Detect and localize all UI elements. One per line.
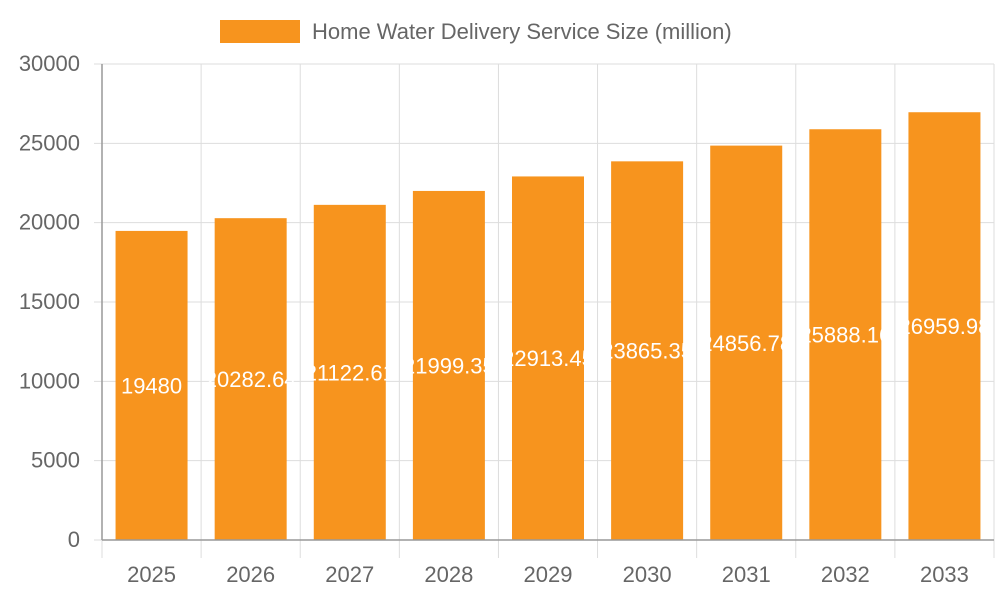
y-tick-label: 0 <box>68 527 80 552</box>
bar <box>611 161 684 541</box>
data-label: 26959.98 <box>899 314 991 339</box>
x-tick-label: 2028 <box>424 562 473 587</box>
legend[interactable]: Home Water Delivery Service Size (millio… <box>220 19 732 44</box>
data-label: 22913.45 <box>502 346 594 371</box>
bar <box>512 176 584 540</box>
y-tick-label: 30000 <box>19 51 80 76</box>
y-tick-label: 15000 <box>19 289 80 314</box>
x-tick-label: 2031 <box>722 562 771 587</box>
bar <box>115 230 188 540</box>
x-tick-label: 2033 <box>920 562 969 587</box>
bar <box>214 218 287 540</box>
axes: 0 5000 10000 15000 20000 25000 30000 2025 2026 20… <box>19 51 994 587</box>
data-label: 20282.64 <box>205 367 297 392</box>
data-label: 19480 <box>121 373 182 398</box>
y-tick-label: 5000 <box>31 448 80 473</box>
data-label: 23865.35 <box>601 339 693 364</box>
data-label: 25888.16 <box>799 323 891 348</box>
bars <box>115 112 981 541</box>
y-tick-label: 25000 <box>19 130 80 155</box>
data-labels: 19480 20282.64 21122.61 21999.35 22913.45 238… <box>121 314 990 398</box>
x-tick-label: 2027 <box>325 562 374 587</box>
x-tick-label: 2026 <box>226 562 275 587</box>
x-tick-label: 2025 <box>127 562 176 587</box>
bar <box>412 190 485 540</box>
x-tick-label: 2029 <box>524 562 573 587</box>
x-tick-label: 2032 <box>821 562 870 587</box>
y-tick-label: 10000 <box>19 368 80 393</box>
data-label: 21999.35 <box>403 353 495 378</box>
bar <box>313 204 386 540</box>
legend-label: Home Water Delivery Service Size (millio… <box>312 19 732 44</box>
legend-swatch <box>220 20 300 43</box>
bar <box>809 129 882 540</box>
data-label: 21122.61 <box>305 360 395 385</box>
y-tick-label: 20000 <box>19 210 80 235</box>
data-label: 24856.78 <box>700 331 792 356</box>
bar <box>710 145 783 540</box>
x-tick-label: 2030 <box>623 562 672 587</box>
bar <box>908 112 981 540</box>
